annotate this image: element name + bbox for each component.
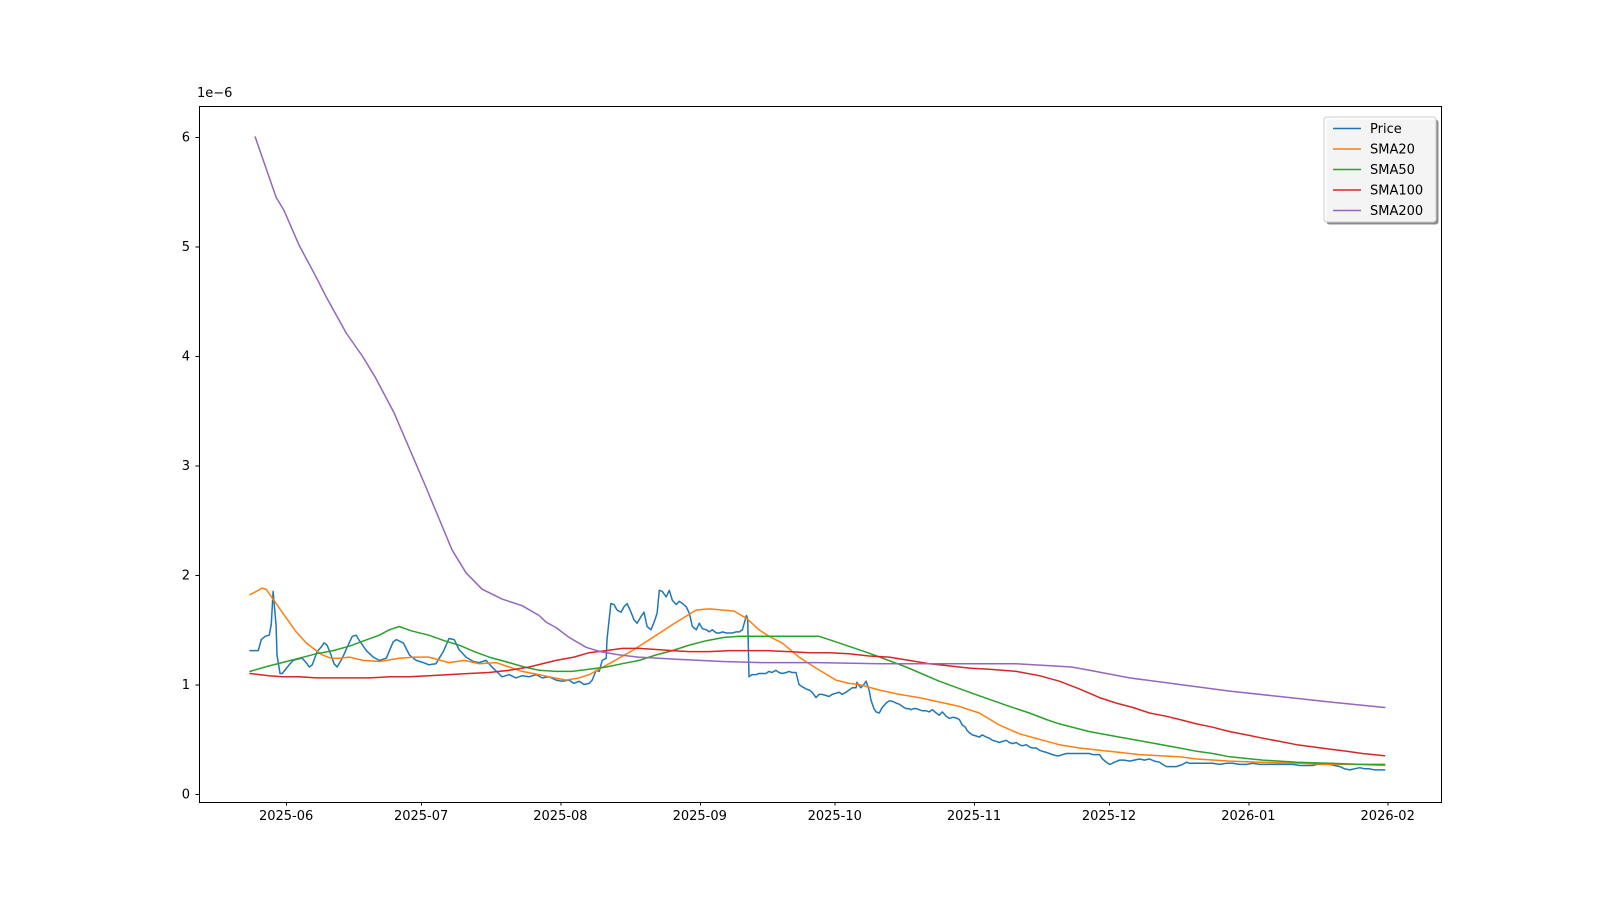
legend-entry-price: Price [1333, 122, 1402, 137]
legend: Price SMA20 SMA50 SMA100 SMA200 [1323, 116, 1439, 225]
y-tick-label: 1 [182, 678, 190, 693]
x-tick-label: 2025-08 [533, 809, 587, 824]
x-tick-label: 2025-09 [673, 809, 727, 824]
y-tick-label: 0 [182, 788, 190, 803]
legend-entry-sma20: SMA20 [1333, 143, 1415, 158]
legend-entry-sma50: SMA50 [1333, 163, 1415, 178]
series-line-price [249, 589, 1386, 771]
legend-entry-sma100: SMA100 [1333, 184, 1423, 199]
y-tick-label: 6 [182, 131, 190, 146]
x-tick-label: 2025-07 [394, 809, 448, 824]
legend-label: SMA200 [1370, 204, 1423, 219]
y-tick-label: 2 [182, 569, 190, 584]
legend-entry-sma200: SMA200 [1333, 204, 1423, 219]
series-line-sma100 [249, 647, 1386, 757]
x-tick-label: 2025-12 [1082, 809, 1136, 824]
series-line-sma200 [254, 136, 1386, 709]
y-tick-label: 5 [182, 240, 190, 255]
y-tick-label: 3 [182, 459, 190, 474]
legend-box [1323, 116, 1437, 223]
x-tick-label: 2025-06 [259, 809, 313, 824]
x-tick-label: 2025-10 [808, 809, 862, 824]
x-tick-label: 2025-11 [947, 809, 1001, 824]
legend-label: SMA50 [1370, 163, 1415, 178]
y-axis-offset-label: 1e−6 [197, 86, 232, 101]
legend-label: SMA20 [1370, 143, 1415, 158]
x-tick-label: 2026-01 [1221, 809, 1275, 824]
series-line-sma50 [249, 625, 1386, 766]
legend-label: Price [1370, 122, 1402, 137]
series-line-sma20 [249, 587, 1386, 767]
x-tick-label: 2026-02 [1361, 809, 1415, 824]
plot-frame [199, 106, 1442, 803]
y-tick-label: 4 [182, 350, 190, 365]
legend-label: SMA100 [1370, 184, 1423, 199]
